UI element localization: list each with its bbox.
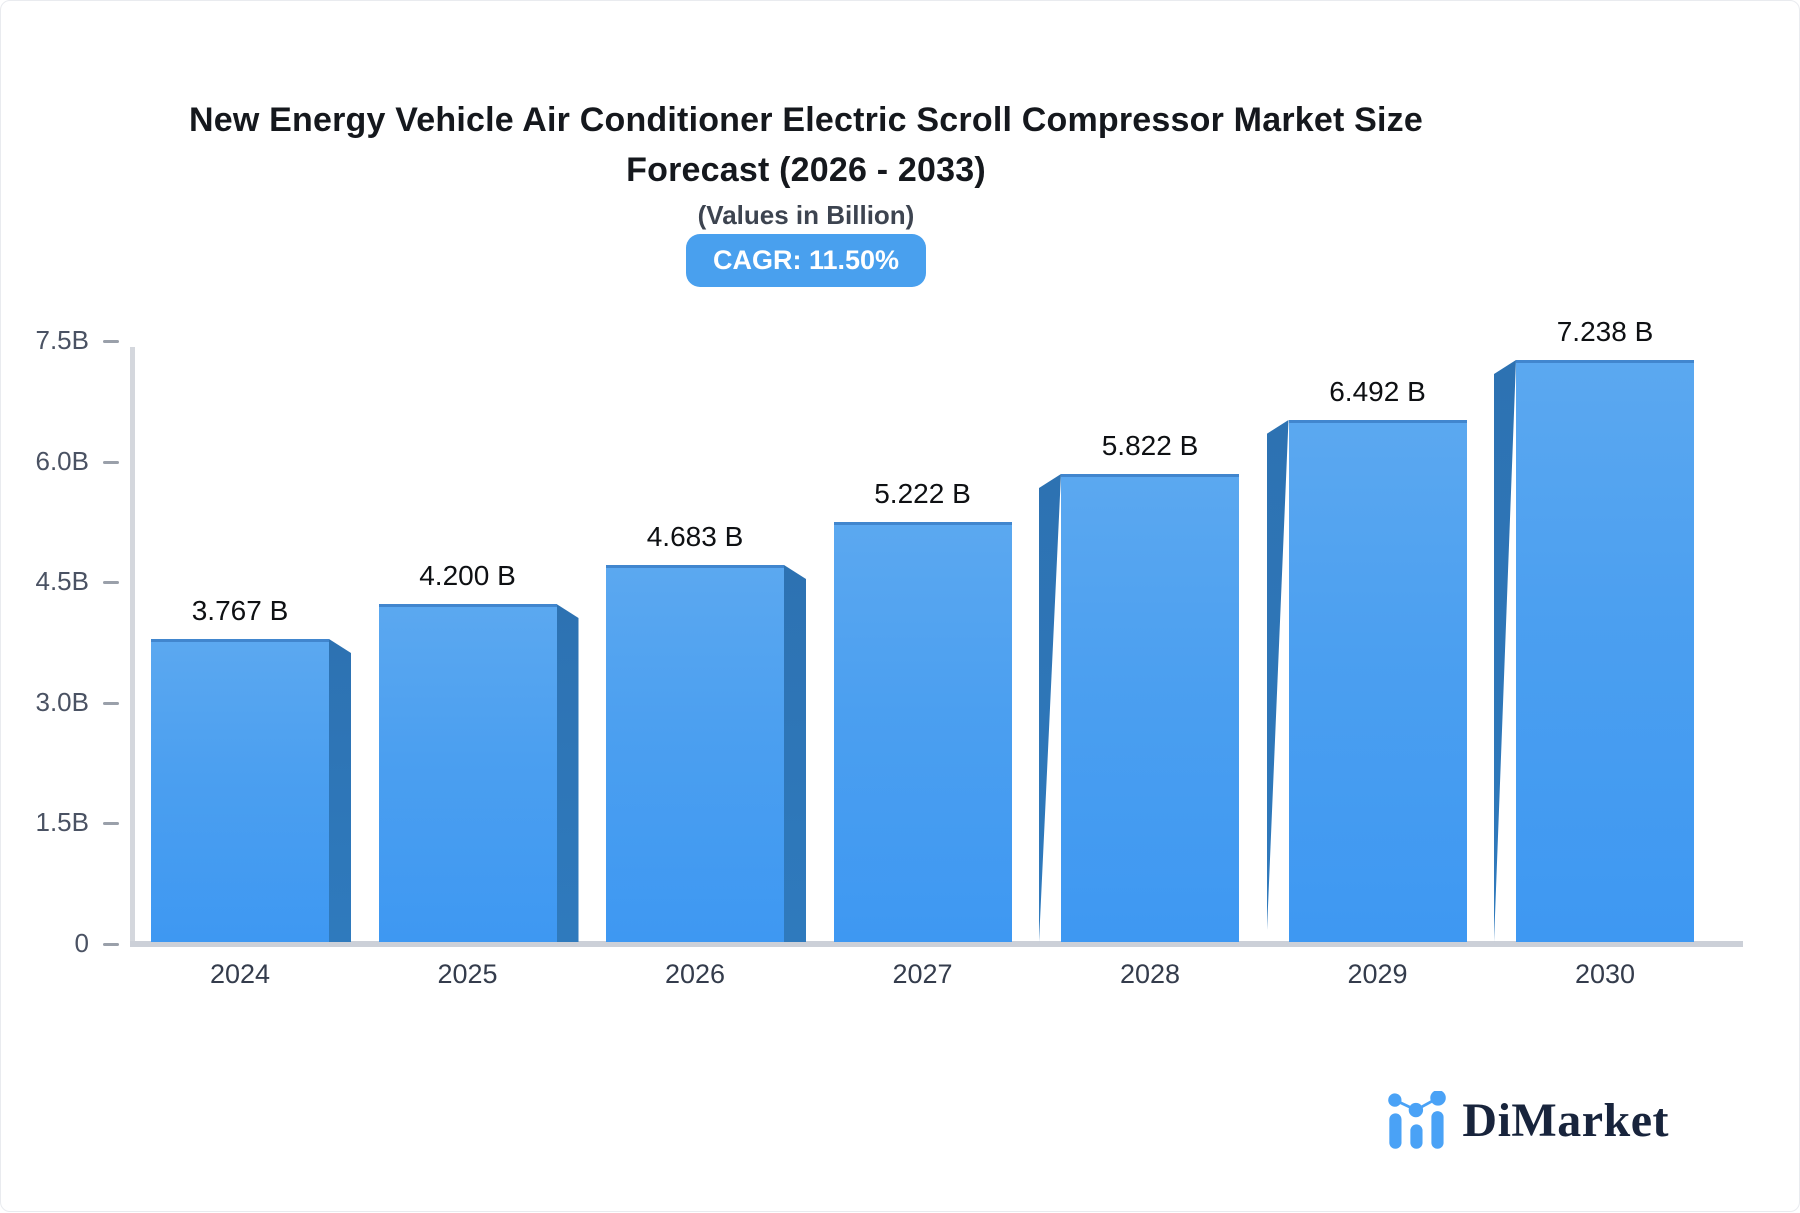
x-axis-category-label: 2029 bbox=[1347, 959, 1408, 989]
title-line-1: New Energy Vehicle Air Conditioner Elect… bbox=[189, 101, 1423, 139]
y-axis-tick-mark bbox=[103, 943, 119, 946]
bar-side-shadow bbox=[1039, 474, 1061, 942]
chart-subtitle: (Values in Billion) bbox=[697, 200, 915, 230]
x-axis-category-label: 2030 bbox=[1574, 959, 1636, 989]
x-axis-category-label: 2027 bbox=[892, 959, 953, 989]
y-axis-tick-label: 4.5B bbox=[35, 566, 90, 597]
bar-2028 bbox=[1061, 474, 1239, 942]
y-axis-tick-mark bbox=[103, 822, 119, 826]
bar-value-label: 4.200 B bbox=[419, 560, 516, 591]
x-axis-category-label: 2026 bbox=[664, 959, 726, 989]
y-axis-tick-mark bbox=[103, 460, 119, 464]
bar-side-shadow bbox=[329, 639, 351, 942]
bar-value-label: 6.492 B bbox=[1329, 376, 1426, 407]
chart-header: New Energy Vehicle Air Conditioner Elect… bbox=[1, 95, 1611, 287]
y-axis-tick-label: 3.0B bbox=[35, 686, 90, 717]
bar-2030 bbox=[1516, 360, 1694, 942]
bar-2029 bbox=[1288, 420, 1467, 942]
logo-text: DiMarket bbox=[1462, 1093, 1669, 1147]
bar-side-shadow bbox=[1494, 360, 1516, 942]
y-axis-tick-label: 1.5B bbox=[35, 807, 90, 838]
bar-value-label: 4.683 B bbox=[646, 521, 744, 552]
dimarket-logo: DiMarket bbox=[1386, 1091, 1669, 1149]
bar-2024 bbox=[151, 639, 329, 942]
bar-2027 bbox=[833, 522, 1012, 942]
bar-side-shadow bbox=[556, 604, 579, 942]
y-axis-tick-mark bbox=[103, 581, 119, 585]
x-axis-category-label: 2025 bbox=[437, 959, 498, 989]
title-line-2: Forecast (2026 - 2033) bbox=[626, 151, 986, 189]
x-axis-category-label: 2024 bbox=[209, 959, 271, 989]
bar-side-shadow bbox=[784, 565, 806, 942]
bar-2026 bbox=[606, 565, 784, 942]
y-axis-tick-mark bbox=[103, 701, 119, 705]
x-axis-category-label: 2028 bbox=[1119, 959, 1181, 989]
bar-value-label: 5.822 B bbox=[1101, 430, 1199, 461]
x-axis-line bbox=[130, 941, 1743, 947]
bar-value-label: 3.767 B bbox=[191, 595, 289, 626]
cagr-badge: CAGR: 11.50% bbox=[685, 234, 927, 287]
bar-2025 bbox=[378, 604, 557, 942]
y-axis-tick-label: 7.5B bbox=[35, 325, 90, 355]
bar-value-label: 5.222 B bbox=[874, 478, 971, 509]
bar-line-chart-icon bbox=[1388, 1091, 1447, 1149]
y-axis-tick-mark bbox=[103, 340, 119, 343]
bar-value-label: 7.238 B bbox=[1556, 316, 1654, 347]
y-axis-line bbox=[130, 347, 135, 944]
y-axis-tick-label: 6.0B bbox=[35, 445, 90, 476]
bar-side-shadow bbox=[1266, 420, 1289, 942]
page-title: New Energy Vehicle Air Conditioner Elect… bbox=[1, 95, 1611, 195]
y-axis-tick-label: 0 bbox=[74, 928, 89, 958]
